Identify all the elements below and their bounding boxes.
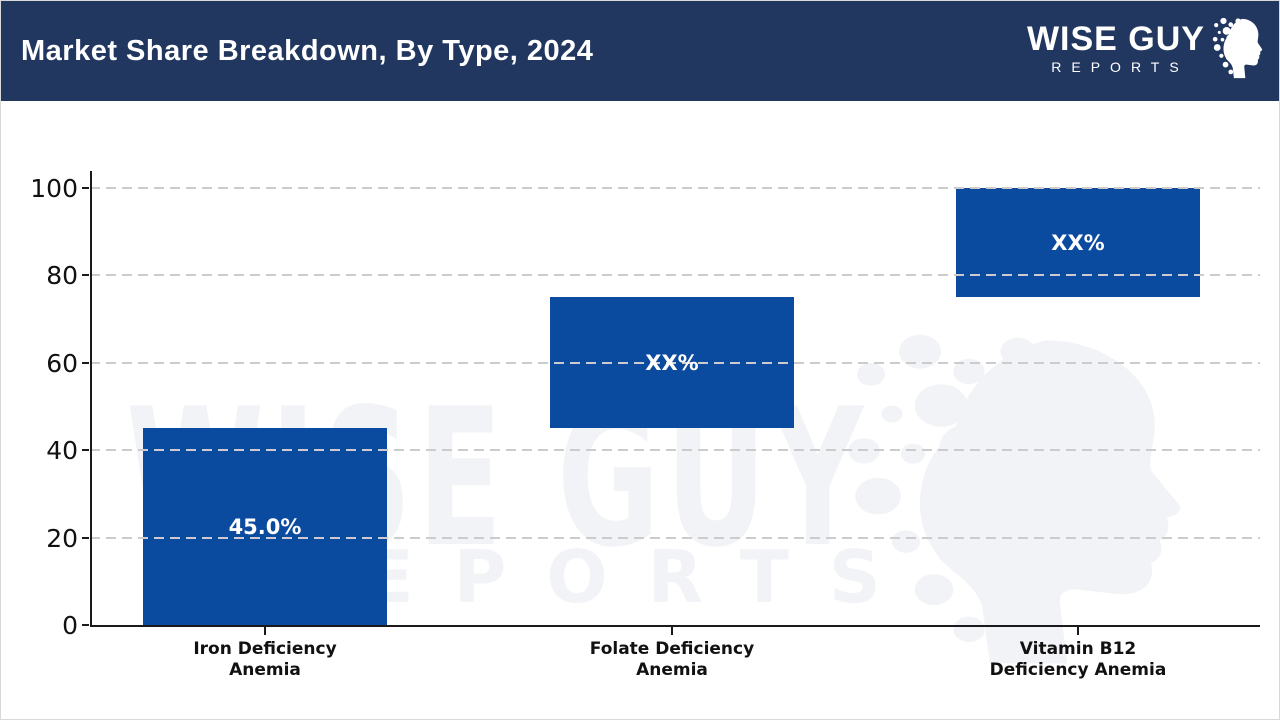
bar-value-label-2: XX%	[645, 350, 699, 375]
x-category-label-3: Vitamin B12 Deficiency Anemia	[989, 639, 1167, 680]
brand-name: WISE GUY	[1026, 19, 1205, 58]
gridline-60	[90, 361, 1260, 364]
y-tick-60	[82, 361, 89, 364]
bar-value-label-1: 45.0%	[228, 514, 302, 539]
wiseguy-face-icon	[1211, 9, 1263, 87]
y-tick-0	[82, 624, 89, 626]
x-axis-line	[90, 625, 1260, 627]
y-axis-line	[90, 171, 92, 627]
gridline-80	[90, 274, 1260, 277]
y-tick-label-60: 60	[46, 348, 78, 378]
brand-logo: WISE GUY REPORTS	[1027, 9, 1263, 87]
page-title: Market Share Breakdown, By Type, 2024	[21, 35, 594, 67]
bar-value-label-3: XX%	[1051, 230, 1105, 255]
x-tick-2	[671, 627, 673, 635]
y-tick-label-100: 100	[30, 174, 78, 203]
brand-subtitle: REPORTS	[1051, 59, 1189, 76]
bar-1	[143, 428, 387, 625]
y-tick-label-20: 20	[46, 523, 78, 553]
gridline-20	[90, 536, 1260, 539]
y-tick-label-40: 40	[46, 436, 78, 466]
brand-text: WISE GUY REPORTS	[1026, 19, 1205, 76]
y-tick-label-80: 80	[46, 261, 78, 291]
y-tick-80	[82, 274, 89, 277]
header: Market Share Breakdown, By Type, 2024 WI…	[1, 1, 1279, 101]
y-tick-20	[82, 536, 89, 539]
y-tick-40	[82, 449, 89, 452]
bar-3	[956, 188, 1200, 298]
gridline-100	[90, 187, 1260, 189]
x-category-label-1: Iron Deficiency Anemia	[193, 639, 337, 680]
x-tick-3	[1077, 627, 1079, 635]
y-tick-100	[82, 187, 89, 189]
x-tick-1	[264, 627, 266, 635]
gridline-40	[90, 449, 1260, 452]
x-category-label-2: Folate Deficiency Anemia	[589, 639, 755, 680]
chart-plot-area: 0 20 40 60 80 100 45.0% Iron Deficiency Anemia XX…	[1, 101, 1279, 719]
y-tick-label-0: 0	[62, 611, 78, 640]
